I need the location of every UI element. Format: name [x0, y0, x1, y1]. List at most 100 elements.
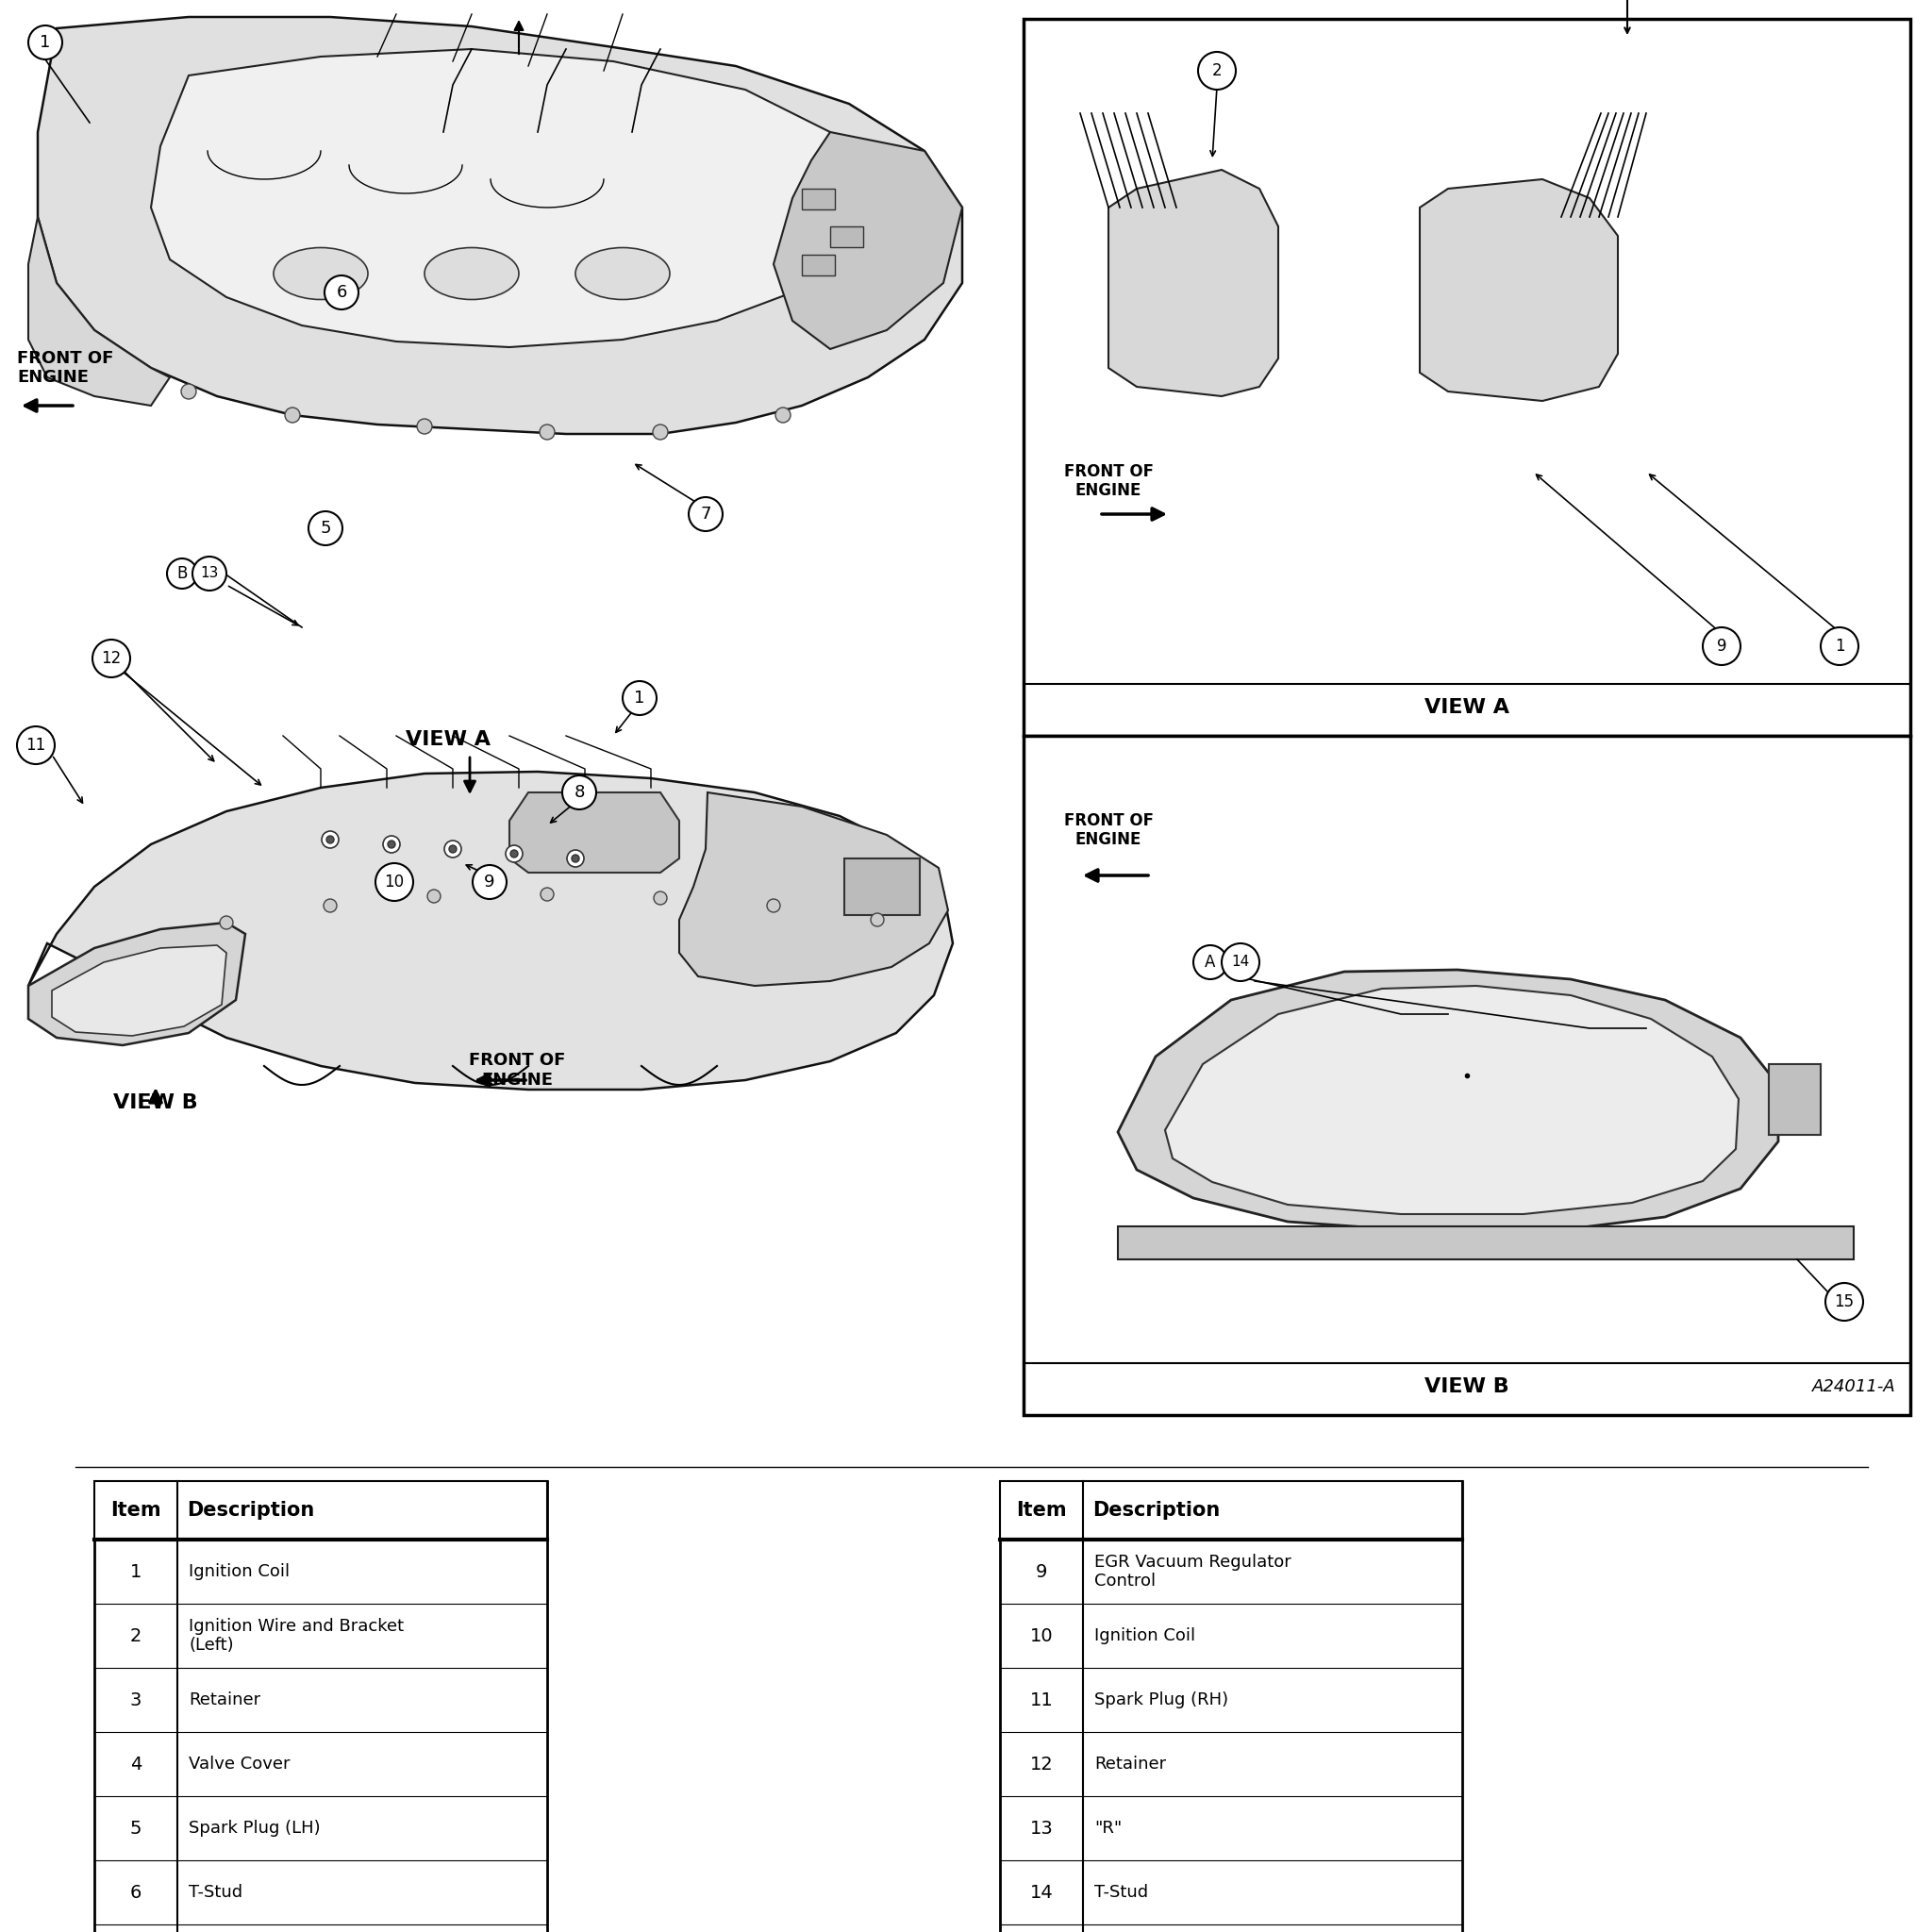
Text: VIEW A: VIEW A — [1424, 697, 1509, 717]
Circle shape — [323, 898, 336, 912]
Circle shape — [284, 408, 299, 423]
Circle shape — [622, 682, 657, 715]
Text: 1: 1 — [129, 1563, 141, 1580]
Circle shape — [166, 558, 197, 589]
Circle shape — [688, 497, 723, 531]
Text: 14: 14 — [1030, 1884, 1053, 1901]
Circle shape — [193, 556, 226, 591]
Circle shape — [1194, 945, 1227, 980]
Circle shape — [539, 425, 554, 440]
Text: 1: 1 — [1835, 638, 1845, 655]
Circle shape — [510, 850, 518, 858]
Polygon shape — [29, 923, 245, 1045]
Text: 9: 9 — [1036, 1563, 1047, 1580]
Circle shape — [653, 425, 668, 440]
Text: A24011-A: A24011-A — [1812, 1378, 1895, 1395]
Text: T-Stud: T-Stud — [189, 1884, 243, 1901]
Text: 5: 5 — [321, 520, 330, 537]
Text: 6: 6 — [336, 284, 348, 301]
Bar — [831, 226, 864, 247]
Circle shape — [1820, 628, 1859, 665]
Circle shape — [427, 889, 440, 902]
Circle shape — [417, 419, 433, 435]
Polygon shape — [1165, 985, 1739, 1213]
Circle shape — [327, 837, 334, 844]
Polygon shape — [773, 131, 962, 350]
Text: Spark Plug (RH): Spark Plug (RH) — [1094, 1690, 1229, 1708]
Ellipse shape — [274, 247, 367, 299]
Bar — [802, 189, 835, 209]
Polygon shape — [52, 945, 226, 1036]
Text: 5: 5 — [129, 1820, 141, 1837]
Circle shape — [1702, 628, 1741, 665]
Text: VIEW B: VIEW B — [1424, 1378, 1509, 1397]
Text: Ignition Wire and Bracket
(Left): Ignition Wire and Bracket (Left) — [189, 1617, 404, 1654]
Text: 7: 7 — [699, 506, 711, 524]
Text: 10: 10 — [1030, 1627, 1053, 1644]
Bar — [1001, 1482, 1463, 1932]
Text: Description: Description — [1092, 1501, 1219, 1520]
Circle shape — [562, 775, 597, 810]
Polygon shape — [1420, 180, 1617, 402]
Polygon shape — [510, 792, 680, 873]
Circle shape — [767, 898, 781, 912]
Circle shape — [871, 914, 885, 925]
Text: 1: 1 — [41, 35, 50, 50]
Text: 11: 11 — [25, 736, 46, 753]
Bar — [802, 255, 835, 276]
Text: B: B — [176, 564, 187, 582]
Polygon shape — [29, 216, 170, 406]
Bar — [95, 1482, 547, 1932]
Text: Retainer: Retainer — [189, 1690, 261, 1708]
Bar — [1001, 1482, 1463, 1540]
Circle shape — [29, 25, 62, 60]
Text: Description: Description — [187, 1501, 315, 1520]
Ellipse shape — [425, 247, 520, 299]
Circle shape — [325, 276, 359, 309]
Circle shape — [323, 831, 338, 848]
Text: 2: 2 — [129, 1627, 141, 1644]
Text: 12: 12 — [100, 649, 122, 667]
Text: FRONT OF
ENGINE: FRONT OF ENGINE — [1065, 811, 1153, 848]
Text: 10: 10 — [384, 873, 404, 891]
Text: 12: 12 — [1030, 1754, 1053, 1774]
Circle shape — [383, 837, 400, 852]
Polygon shape — [39, 17, 962, 435]
Circle shape — [220, 916, 234, 929]
Circle shape — [775, 408, 790, 423]
Polygon shape — [29, 771, 952, 1090]
Text: Retainer: Retainer — [1094, 1756, 1167, 1772]
Text: 4: 4 — [129, 1754, 141, 1774]
Text: "R": "R" — [1094, 1820, 1122, 1837]
Text: 2: 2 — [1211, 62, 1221, 79]
Circle shape — [541, 887, 554, 900]
Text: FRONT OF
ENGINE: FRONT OF ENGINE — [1065, 464, 1153, 498]
Text: 1: 1 — [634, 690, 645, 707]
Circle shape — [375, 864, 413, 900]
Text: T-Stud: T-Stud — [1094, 1884, 1148, 1901]
Polygon shape — [1119, 1227, 1853, 1260]
Text: 6: 6 — [129, 1884, 141, 1901]
Circle shape — [506, 846, 524, 862]
Circle shape — [448, 846, 456, 852]
Circle shape — [182, 384, 197, 400]
Circle shape — [473, 866, 506, 898]
Polygon shape — [680, 792, 949, 985]
Bar — [1024, 736, 1911, 1414]
Circle shape — [1221, 943, 1260, 981]
Text: 9: 9 — [1718, 638, 1727, 655]
Circle shape — [1826, 1283, 1862, 1321]
Text: Item: Item — [1016, 1501, 1066, 1520]
Text: Item: Item — [110, 1501, 160, 1520]
Text: 9: 9 — [485, 873, 495, 891]
Circle shape — [653, 891, 667, 904]
Circle shape — [572, 854, 580, 862]
Text: 8: 8 — [574, 784, 585, 802]
Text: Ignition Coil: Ignition Coil — [189, 1563, 290, 1580]
Text: Spark Plug (LH): Spark Plug (LH) — [189, 1820, 321, 1837]
Text: 13: 13 — [1030, 1820, 1053, 1837]
Text: VIEW B: VIEW B — [114, 1094, 197, 1113]
Circle shape — [566, 850, 583, 867]
Text: EGR Vacuum Regulator
Control: EGR Vacuum Regulator Control — [1094, 1553, 1291, 1590]
Text: 11: 11 — [1030, 1690, 1053, 1710]
